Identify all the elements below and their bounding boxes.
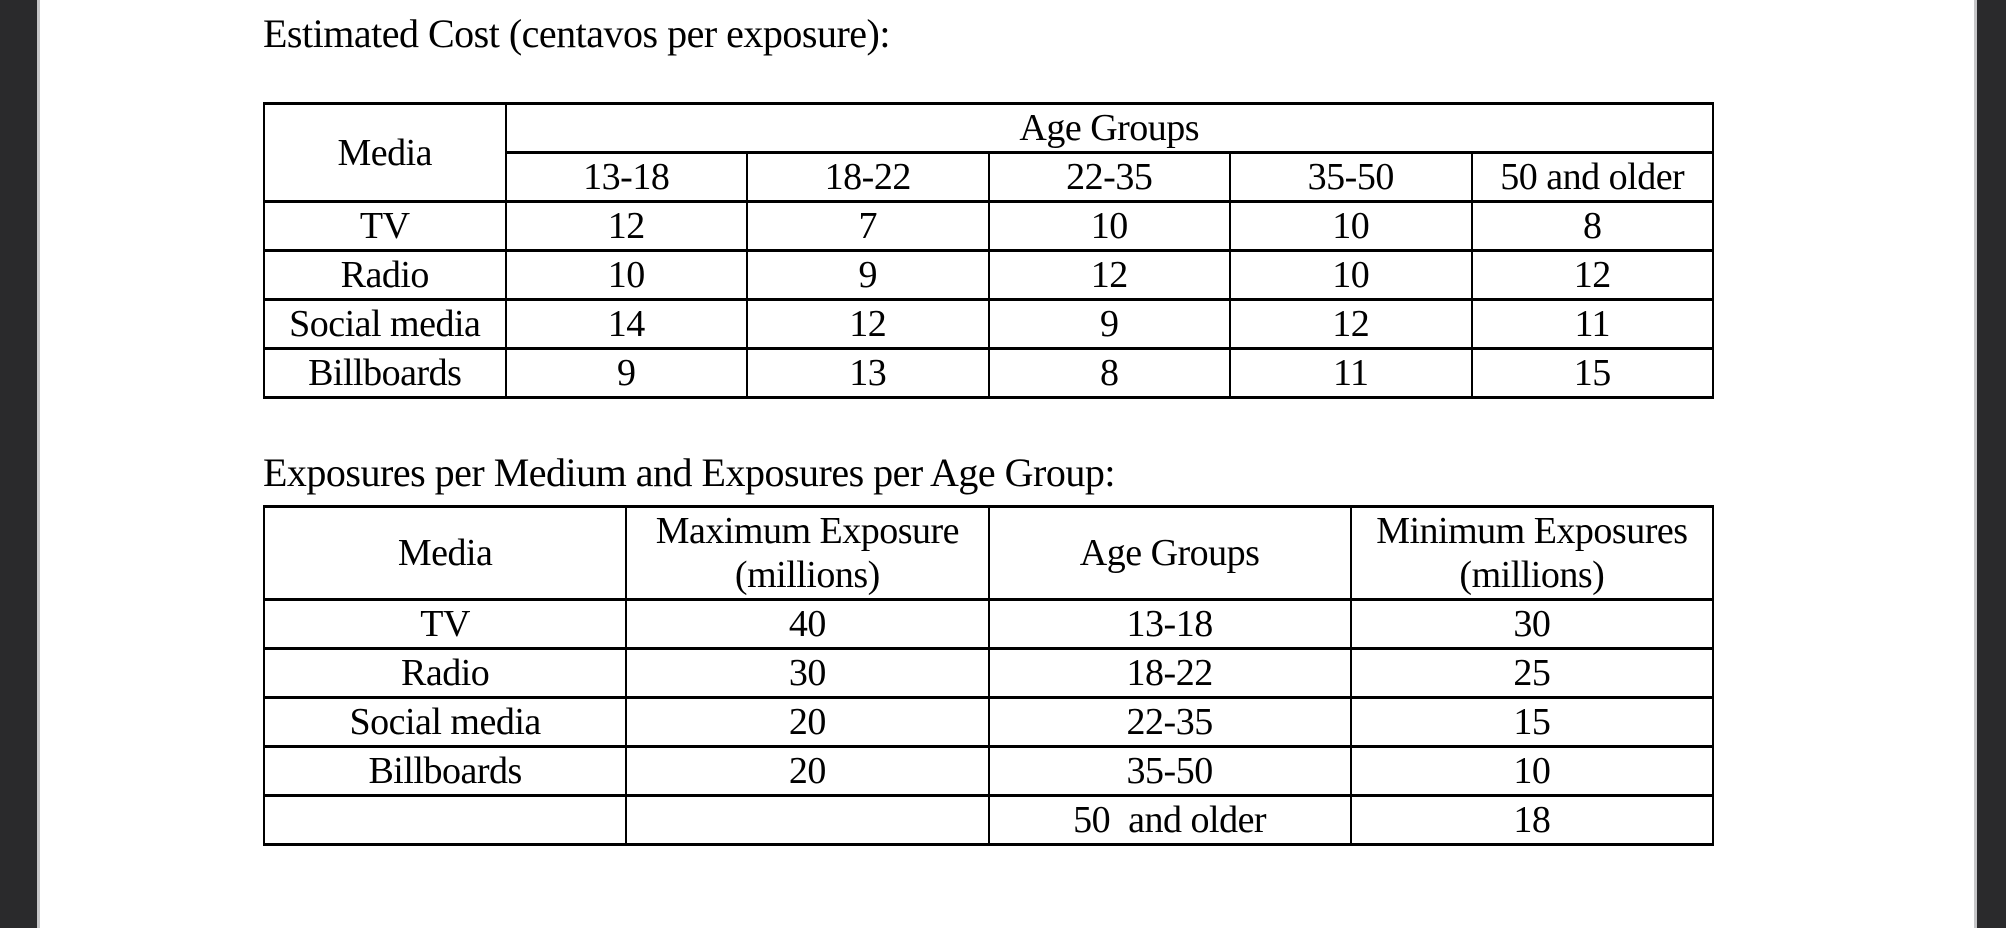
left-window-edge	[0, 0, 40, 928]
age-column-header: 18-22	[746, 151, 990, 203]
age-groups-group-header: Age Groups	[504, 102, 1714, 154]
row-header: Social media	[262, 696, 628, 748]
table-cell: 13-18	[987, 598, 1352, 650]
table-cell: 12	[1229, 298, 1473, 350]
table-cell: 18	[1349, 794, 1715, 846]
age-column-header: 22-35	[987, 151, 1231, 203]
table-cell: 12	[504, 200, 748, 252]
row-header: Social media	[263, 298, 507, 350]
row-header: TV	[262, 598, 628, 650]
table-row: 50 and older 18	[262, 794, 1715, 846]
table-row: TV 40 13-18 30	[262, 598, 1715, 650]
table-cell: 12	[987, 249, 1231, 301]
table-cell: 9	[504, 347, 748, 399]
media-column-header: Media	[262, 505, 628, 601]
exposures-table: Media Maximum Exposure (millions) Age Gr…	[262, 505, 1715, 846]
table-cell: 18-22	[987, 647, 1352, 699]
table-cell: 10	[504, 249, 748, 301]
table-cell: 50 and older	[987, 794, 1352, 846]
table-row: TV 12 7 10 10 8	[263, 200, 1714, 252]
right-window-edge	[1974, 0, 2006, 928]
table-cell: 10	[1229, 200, 1473, 252]
table-cell: 15	[1349, 696, 1715, 748]
row-header: TV	[263, 200, 507, 252]
age-groups-column-header: Age Groups	[987, 505, 1352, 601]
table-row: Billboards 9 13 8 11 15	[263, 347, 1714, 399]
exposures-table-title: Exposures per Medium and Exposures per A…	[263, 450, 1115, 495]
table-cell: 40	[625, 598, 990, 650]
age-column-header: 13-18	[504, 151, 748, 203]
table-cell: 22-35	[987, 696, 1352, 748]
estimated-cost-table: Media Age Groups 13-18 18-22 22-35 35-50…	[263, 102, 1714, 399]
row-header: Radio	[262, 647, 628, 699]
table-cell: 10	[1229, 249, 1473, 301]
table-cell: 9	[746, 249, 990, 301]
empty-cell	[625, 794, 990, 846]
table-cell: 12	[746, 298, 990, 350]
age-column-header: 50 and older	[1470, 151, 1714, 203]
table-row: Social media 14 12 9 12 11	[263, 298, 1714, 350]
table-cell: 7	[746, 200, 990, 252]
table-cell: 8	[1470, 200, 1714, 252]
table-cell: 20	[625, 696, 990, 748]
table-cell: 30	[1349, 598, 1715, 650]
table-row: Radio 10 9 12 10 12	[263, 249, 1714, 301]
empty-cell	[262, 794, 628, 846]
row-header: Radio	[263, 249, 507, 301]
table-cell: 25	[1349, 647, 1715, 699]
table-cell: 14	[504, 298, 748, 350]
table-cell: 11	[1470, 298, 1714, 350]
table-cell: 11	[1229, 347, 1473, 399]
cost-table-title: Estimated Cost (centavos per exposure):	[263, 11, 890, 56]
table-cell: 9	[987, 298, 1231, 350]
table-cell: 12	[1470, 249, 1714, 301]
table-row: Billboards 20 35-50 10	[262, 745, 1715, 797]
table-cell: 13	[746, 347, 990, 399]
table-subheader-row: 13-18 18-22 22-35 35-50 50 and older	[264, 151, 1714, 203]
row-header: Billboards	[263, 347, 507, 399]
document-content: Estimated Cost (centavos per exposure): …	[262, 0, 1718, 846]
table-cell: 10	[1349, 745, 1715, 797]
table-cell: 30	[625, 647, 990, 699]
table-header-row: Media Maximum Exposure (millions) Age Gr…	[262, 505, 1715, 601]
max-exposure-column-header: Maximum Exposure (millions)	[625, 505, 990, 601]
min-exposures-column-header: Minimum Exposures (millions)	[1349, 505, 1715, 601]
table-cell: 8	[987, 347, 1231, 399]
row-header: Billboards	[262, 745, 628, 797]
table-cell: 35-50	[987, 745, 1352, 797]
age-column-header: 35-50	[1229, 151, 1473, 203]
table-cell: 20	[625, 745, 990, 797]
table-cell: 15	[1470, 347, 1714, 399]
table-row: Social media 20 22-35 15	[262, 696, 1715, 748]
table-row: Radio 30 18-22 25	[262, 647, 1715, 699]
media-corner-header: Media	[263, 102, 507, 203]
table-header-row: Media Age Groups	[263, 102, 1714, 203]
table-cell: 10	[987, 200, 1231, 252]
